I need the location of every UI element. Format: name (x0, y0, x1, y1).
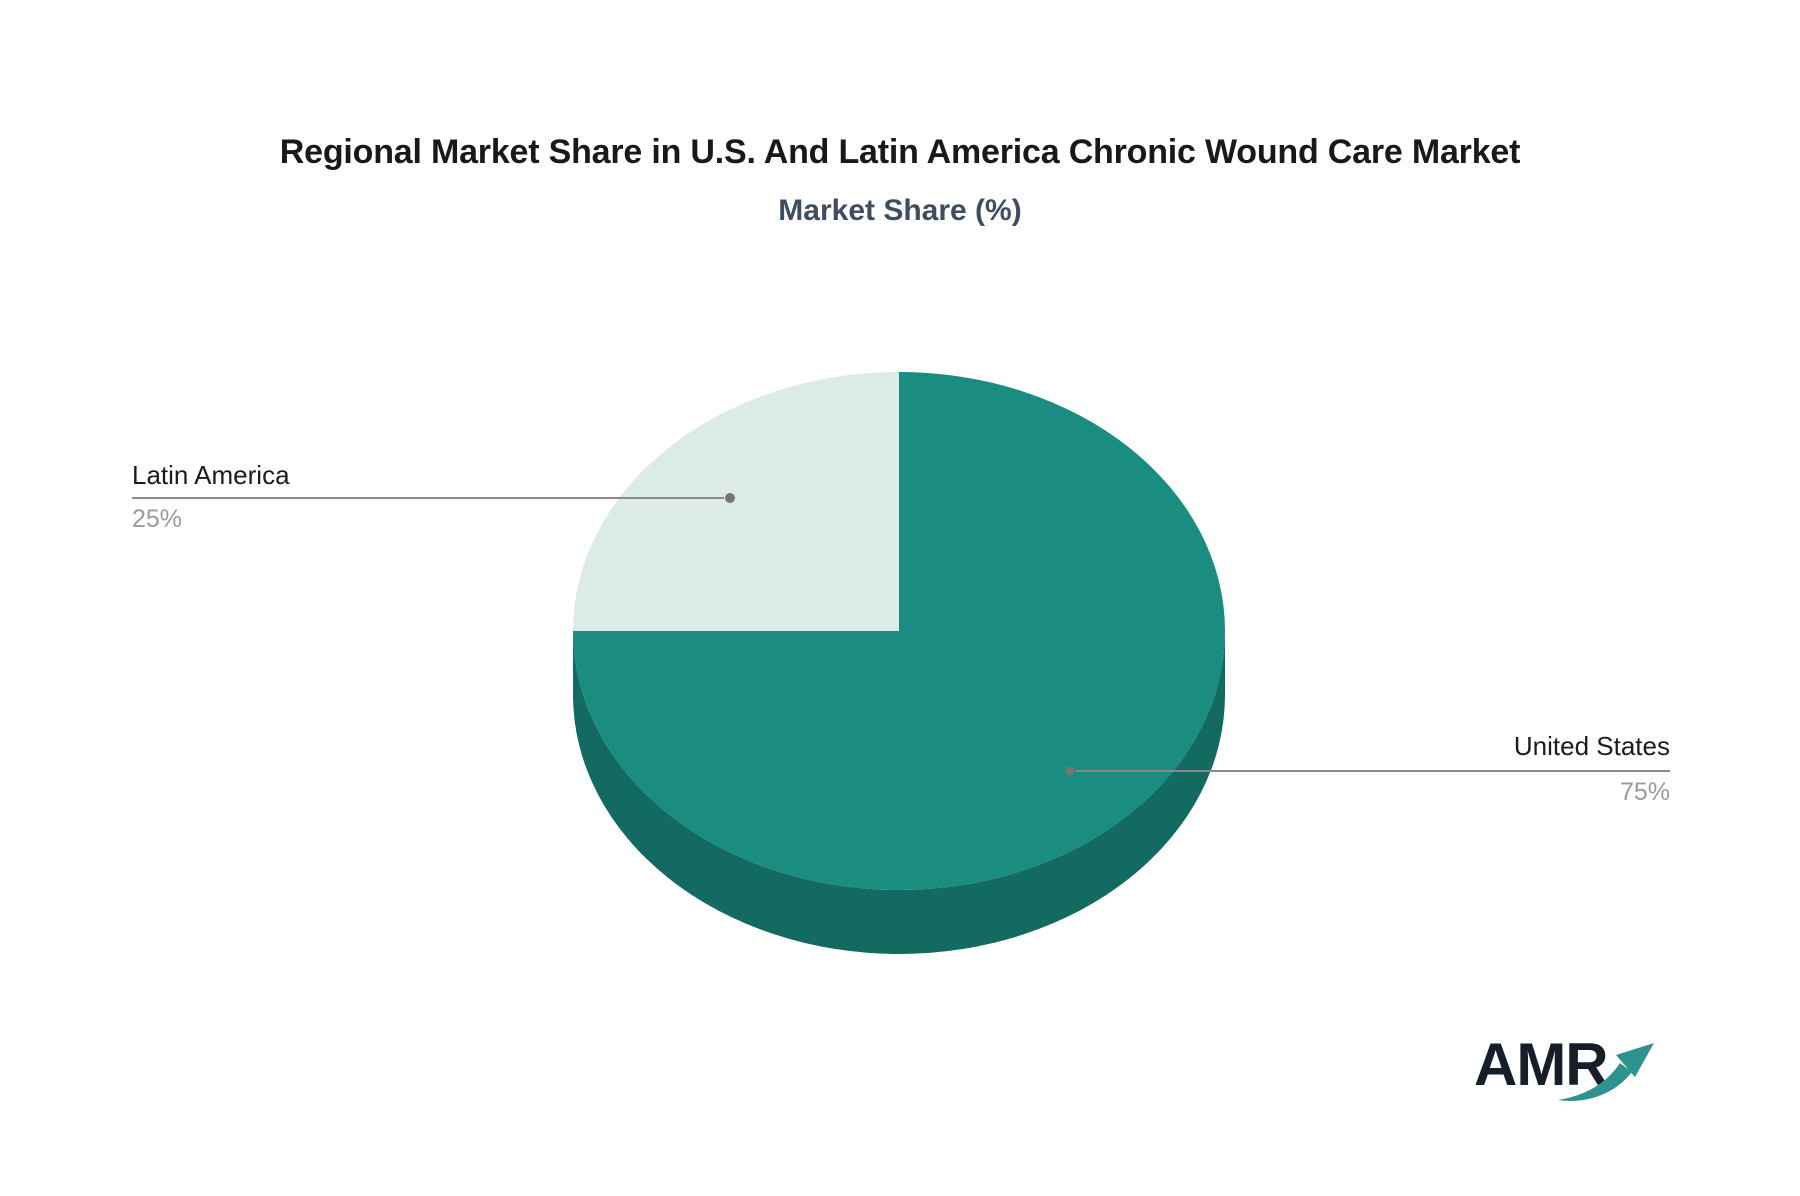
connector-dot-united-states (1065, 766, 1075, 776)
data-label-united-states-percent: 75% (1619, 778, 1670, 806)
arrow-swoosh (1558, 1063, 1632, 1101)
amr-logo-text: AMR (1474, 1031, 1609, 1098)
connector-dot-latin-america (725, 493, 735, 503)
amr-logo: AMR (1474, 1030, 1684, 1120)
chart-title: Regional Market Share in U.S. And Latin … (279, 133, 1521, 171)
pie-side-rim (573, 631, 1225, 954)
data-label-latin-america-name: Latin America (132, 460, 290, 490)
arrow-head (1616, 1043, 1654, 1077)
data-label-united-states-name: United States (1513, 731, 1670, 761)
pie-slice-latin-america[interactable] (573, 372, 899, 631)
data-label-latin-america-percent: 25% (132, 505, 183, 533)
chart-subtitle: Market Share (%) (778, 194, 1022, 227)
amr-logo-growth-arrow-icon (1558, 1043, 1654, 1101)
